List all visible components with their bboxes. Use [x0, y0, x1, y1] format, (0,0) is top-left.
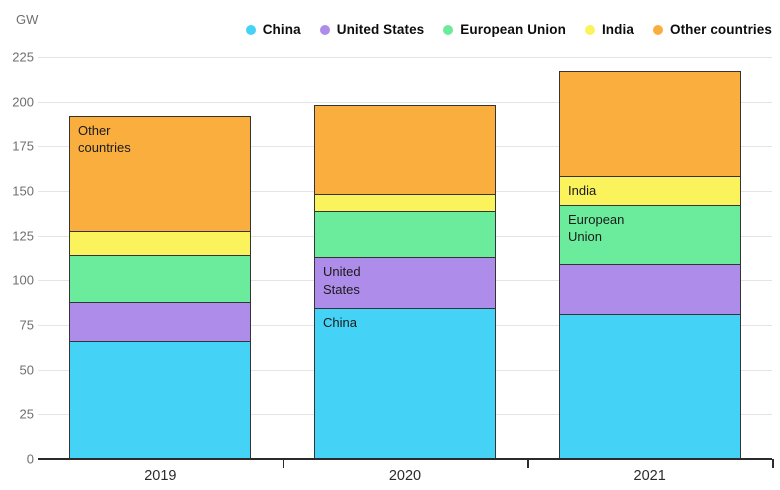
bar-2019: Other countries — [69, 116, 251, 459]
legend-swatch-icon — [584, 24, 595, 35]
x-axis-tick — [772, 459, 774, 468]
segment-label-european-union: European Union — [568, 212, 625, 245]
segment-2020-other-countries — [315, 106, 495, 194]
gridline-y-200 — [38, 101, 772, 103]
segment-2020-united-states: United States — [315, 257, 495, 308]
y-axis-unit-label: GW — [16, 12, 39, 27]
x-axis-baseline — [38, 458, 772, 460]
legend-label: India — [601, 22, 634, 37]
segment-2020-india — [315, 193, 495, 211]
legend-swatch-icon — [319, 24, 330, 35]
y-axis-tick-label: 0 — [26, 451, 34, 467]
segment-2020-china: China — [315, 307, 495, 458]
x-axis-label-2021: 2021 — [633, 468, 666, 484]
segment-2019-china — [70, 341, 250, 458]
y-axis-tick-label: 75 — [19, 317, 34, 333]
segment-2021-china — [560, 314, 740, 459]
bar-2020: United States China — [314, 105, 496, 459]
segment-2021-other-countries — [560, 72, 740, 176]
segment-2021-european-union: European Union — [560, 205, 740, 265]
legend-swatch-icon — [443, 24, 454, 35]
segment-2021-india: India — [560, 175, 740, 206]
legend-item-china: China — [245, 22, 301, 37]
legend-label: China — [262, 22, 301, 37]
x-axis-label-2020: 2020 — [388, 468, 422, 484]
legend-item-india: India — [584, 22, 634, 37]
y-axis-tick-label: 125 — [12, 228, 34, 244]
segment-2019-united-states — [70, 301, 250, 342]
y-axis-tick-label: 150 — [12, 183, 34, 199]
legend-label: Other countries — [669, 22, 772, 37]
legend-item-other-countries: Other countries — [652, 22, 772, 37]
legend-swatch-icon — [245, 24, 256, 35]
segment-label-other-countries: Other countries — [78, 123, 131, 156]
segment-label-china: China — [323, 314, 357, 330]
legend-swatch-icon — [652, 24, 663, 35]
x-axis-tick — [527, 459, 529, 468]
y-axis-tick-label: 175 — [12, 138, 34, 154]
legend-label: European Union — [460, 22, 566, 37]
segment-2019-india — [70, 231, 250, 255]
x-axis-label-2019: 2019 — [144, 468, 177, 484]
legend-label: United States — [336, 22, 425, 37]
segment-label-united-states: United States — [323, 264, 361, 297]
y-axis-tick-label: 200 — [12, 94, 34, 110]
segment-2020-european-union — [315, 210, 495, 258]
legend: China United States European Union India Oth… — [245, 22, 772, 37]
bar-2021: India European Union — [559, 71, 741, 459]
y-axis-tick-label: 225 — [12, 49, 34, 65]
y-axis-tick-label: 100 — [12, 272, 34, 288]
segment-2019-european-union — [70, 254, 250, 302]
legend-item-united-states: United States — [319, 22, 425, 37]
segment-2021-united-states — [560, 264, 740, 315]
legend-item-european-union: European Union — [443, 22, 566, 37]
y-axis-tick-label: 50 — [19, 362, 34, 378]
y-axis-tick-label: 25 — [19, 406, 34, 422]
segment-2019-other-countries: Other countries — [70, 117, 250, 232]
segment-label-india: India — [568, 182, 597, 198]
x-axis-tick — [282, 459, 285, 468]
gridline-y-225 — [38, 57, 772, 58]
